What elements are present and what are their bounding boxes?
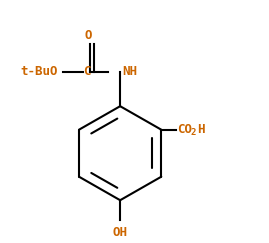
Text: NH: NH bbox=[122, 65, 137, 78]
Text: C: C bbox=[83, 65, 90, 78]
Text: t-BuO: t-BuO bbox=[20, 65, 58, 78]
Text: O: O bbox=[85, 28, 92, 42]
Text: H: H bbox=[197, 123, 204, 136]
Text: OH: OH bbox=[113, 226, 128, 239]
Text: 2: 2 bbox=[191, 128, 196, 137]
Text: CO: CO bbox=[177, 123, 192, 136]
